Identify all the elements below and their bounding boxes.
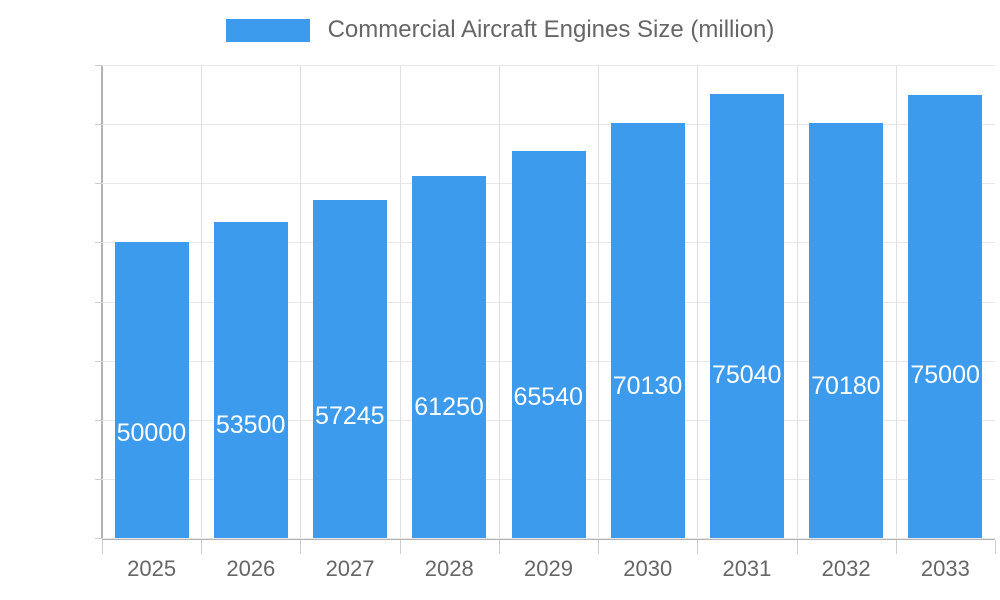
x-axis-line <box>102 538 995 540</box>
bar-value-label: 75000 <box>910 360 980 389</box>
x-axis-tick-label: 2028 <box>424 556 474 581</box>
y-axis-tick-mark <box>95 183 102 185</box>
x-axis-tick-mark <box>797 540 798 554</box>
gridline-vertical <box>896 65 897 538</box>
bar[interactable] <box>313 199 388 538</box>
x-axis-tick-mark <box>896 540 897 554</box>
bar[interactable] <box>709 94 784 538</box>
bar[interactable] <box>412 175 487 538</box>
x-axis-tick-label: 2032 <box>821 556 871 581</box>
gridline-vertical <box>499 65 500 538</box>
x-axis-tick-mark <box>300 540 301 554</box>
gridline-vertical <box>400 65 401 538</box>
bar-value-label: 65540 <box>513 382 584 411</box>
bar[interactable] <box>511 150 586 538</box>
gridline-vertical <box>697 65 698 538</box>
x-axis-tick-label: 2027 <box>325 556 375 581</box>
x-axis-tick-label: 2031 <box>722 556 772 581</box>
chart-legend: Commercial Aircraft Engines Size (millio… <box>0 12 1000 48</box>
gridline-horizontal <box>102 538 995 539</box>
x-axis-tick-label: 2026 <box>226 556 276 581</box>
x-axis-tick-mark <box>499 540 500 554</box>
x-axis-tick-label: 2033 <box>920 556 970 581</box>
bar-value-label: 57245 <box>315 402 385 431</box>
x-axis-tick-label: 2029 <box>524 556 573 581</box>
legend-item-commercial-aircraft-engines-size[interactable]: Commercial Aircraft Engines Size (millio… <box>225 16 775 43</box>
y-axis-tick-mark <box>95 478 102 480</box>
x-axis-tick-label: 2025 <box>127 556 177 581</box>
x-axis-tick-label: 2030 <box>623 556 673 581</box>
bar[interactable] <box>809 123 884 538</box>
y-axis-tick-mark <box>95 538 102 539</box>
x-axis-tick-mark <box>598 540 599 554</box>
x-axis-tick-mark <box>697 540 698 554</box>
x-axis-tick-mark <box>995 540 996 554</box>
plot-area: 50000 53500 57245 61250 65540 70130 75040 70180… <box>102 65 995 539</box>
bar-value-label: 53500 <box>215 411 286 440</box>
bar-value-label: 70130 <box>612 372 683 401</box>
legend-label: Commercial Aircraft Engines Size (millio… <box>327 16 775 43</box>
bar[interactable] <box>908 94 983 538</box>
x-axis-tick-mark <box>102 540 103 554</box>
y-axis-tick-mark <box>95 301 102 303</box>
x-axis-tick-mark <box>400 540 401 554</box>
bar-value-label: 50000 <box>116 419 187 448</box>
gridline-vertical <box>201 65 202 538</box>
y-axis-tick-mark <box>95 419 102 421</box>
bar[interactable] <box>213 221 288 538</box>
y-axis-tick-mark <box>95 360 102 362</box>
y-axis-tick-mark <box>95 124 102 126</box>
gridline-vertical <box>797 65 798 538</box>
bar[interactable] <box>610 123 685 538</box>
legend-color-swatch-icon <box>225 18 310 42</box>
y-axis-tick-mark <box>95 65 102 66</box>
bar[interactable] <box>114 242 189 538</box>
x-axis-tick-mark <box>201 540 202 554</box>
gridline-horizontal <box>102 65 995 66</box>
gridline-vertical <box>300 65 301 538</box>
gridline-horizontal <box>102 124 995 126</box>
bar-value-label: 75040 <box>711 360 782 389</box>
y-axis-tick-mark <box>95 242 102 244</box>
bar-value-label: 70180 <box>811 372 881 401</box>
gridline-vertical <box>598 65 599 538</box>
bar-value-label: 61250 <box>414 392 484 421</box>
